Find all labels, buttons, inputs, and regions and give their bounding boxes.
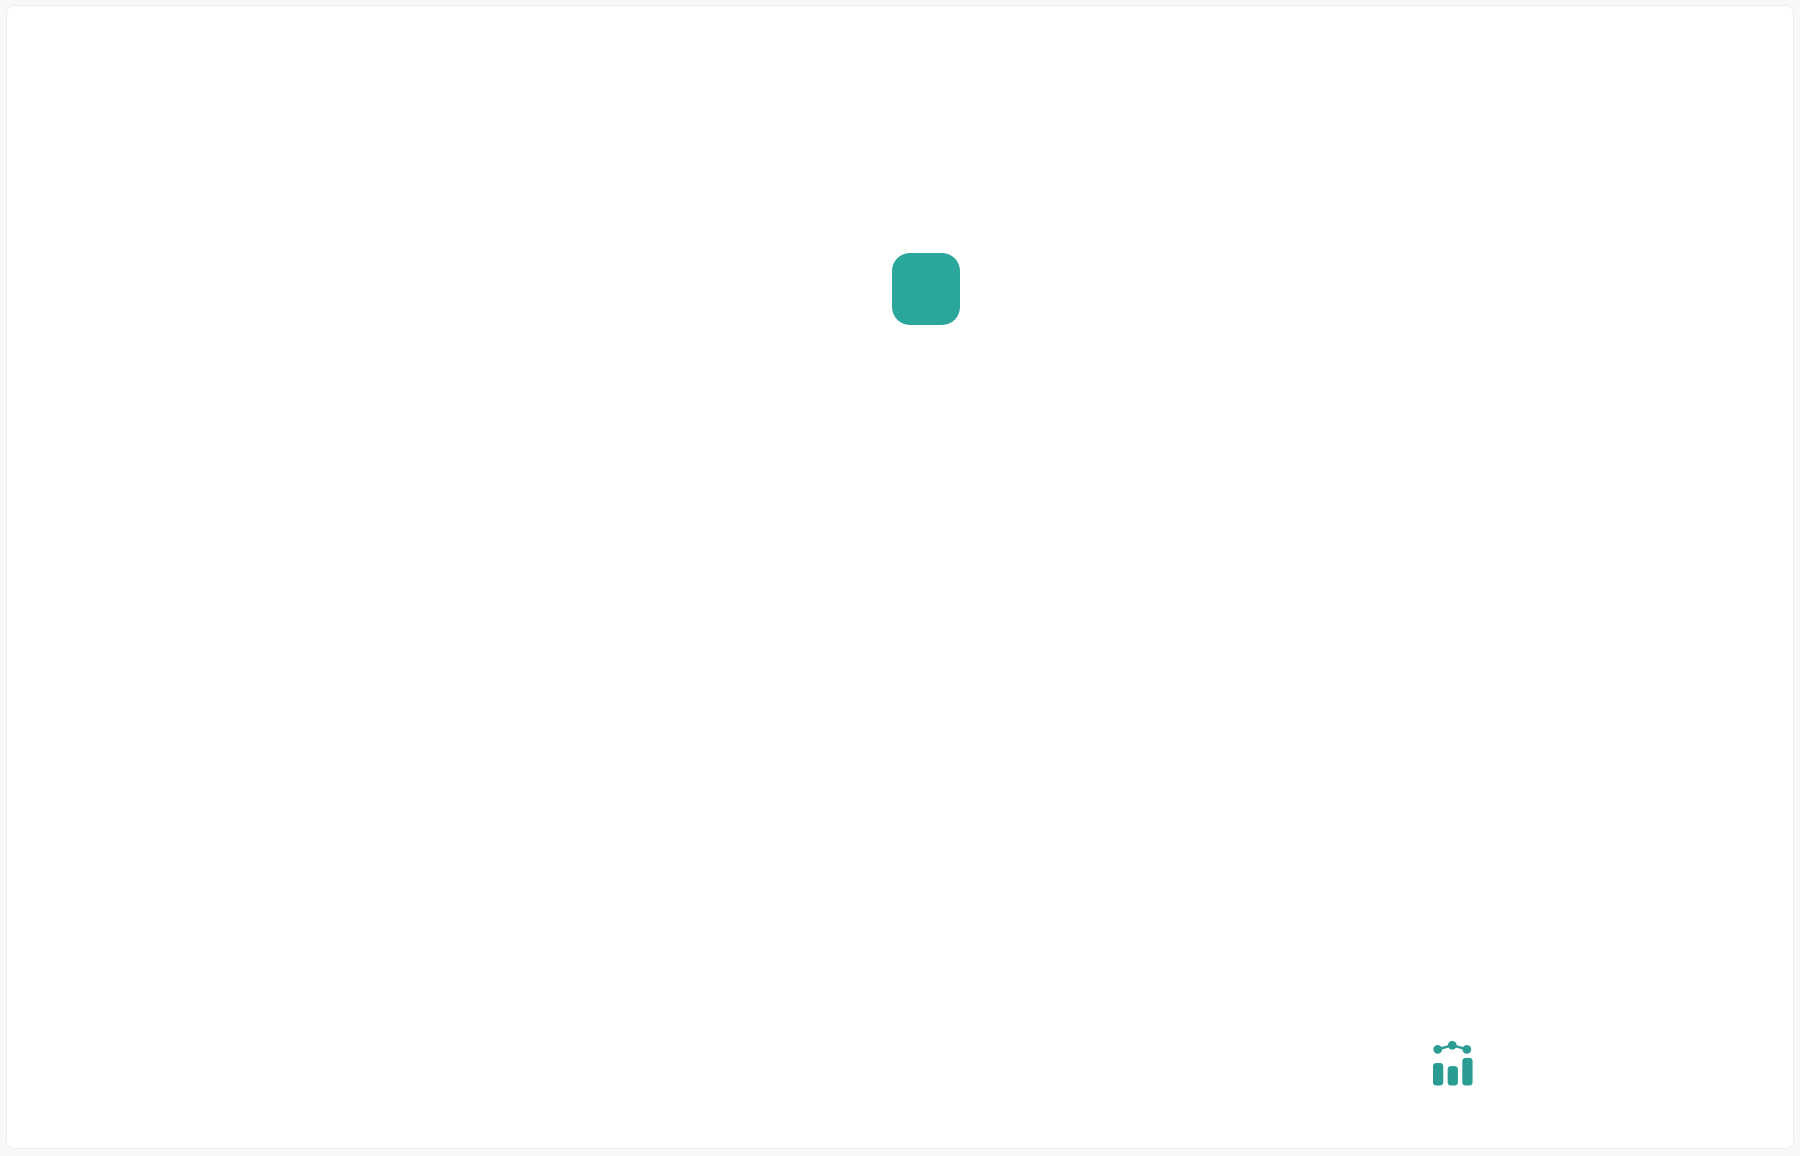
cagr-badge-row [7, 253, 1800, 330]
bar-line-chart-icon [1433, 1040, 1473, 1086]
chart-card [6, 5, 1794, 1149]
plot-area [7, 6, 1793, 1148]
cagr-badge [892, 253, 960, 325]
direports-logo [1433, 1040, 1481, 1095]
